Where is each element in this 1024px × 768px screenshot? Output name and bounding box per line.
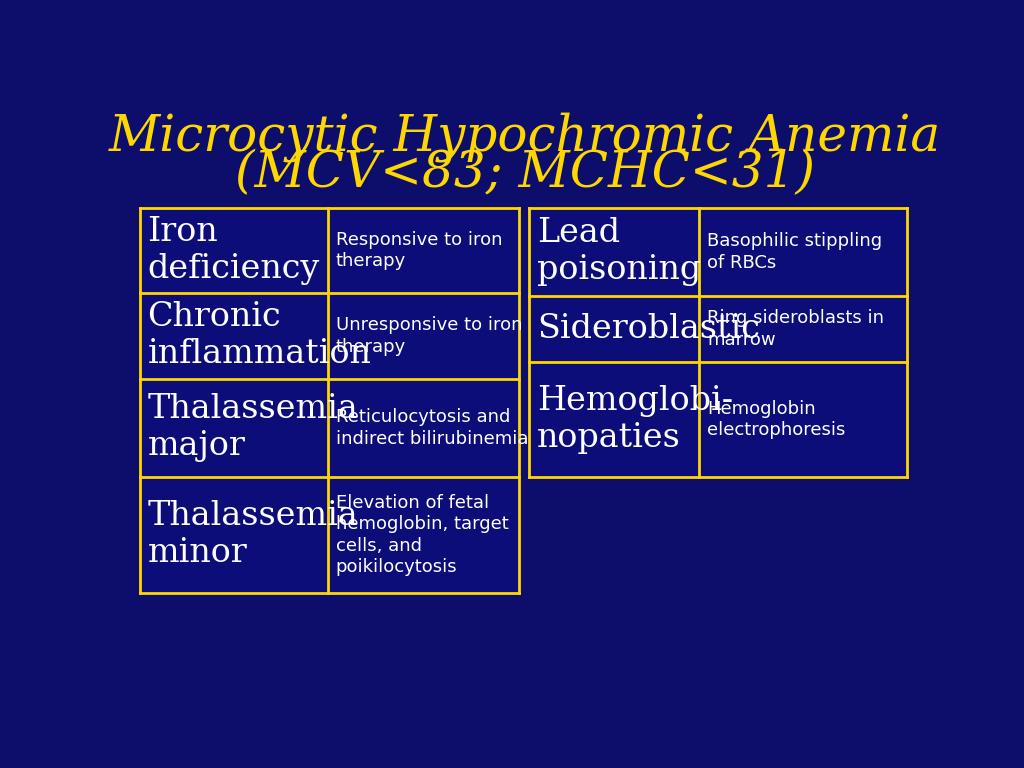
Text: Thalassemia
minor: Thalassemia minor xyxy=(147,501,358,569)
Bar xyxy=(139,293,328,379)
Bar xyxy=(328,207,519,293)
Text: Microcytic Hypochromic Anemia: Microcytic Hypochromic Anemia xyxy=(109,112,941,162)
Bar xyxy=(529,207,699,296)
Bar xyxy=(328,477,519,593)
Text: Chronic
inflammation: Chronic inflammation xyxy=(147,302,372,370)
Bar xyxy=(529,296,699,362)
Bar xyxy=(139,477,328,593)
Bar xyxy=(328,379,519,477)
Bar xyxy=(529,362,699,477)
Text: Unresponsive to iron
therapy: Unresponsive to iron therapy xyxy=(336,316,522,356)
Text: Lead
poisoning: Lead poisoning xyxy=(538,217,701,286)
Text: Hemoglobin
electrophoresis: Hemoglobin electrophoresis xyxy=(707,399,845,439)
Bar xyxy=(139,207,328,293)
Text: (MCV<83; MCHC<31): (MCV<83; MCHC<31) xyxy=(234,149,815,198)
Text: Elevation of fetal
hemoglobin, target
cells, and
poikilocytosis: Elevation of fetal hemoglobin, target ce… xyxy=(336,494,509,576)
Text: Hemoglobi-
nopaties: Hemoglobi- nopaties xyxy=(538,385,733,454)
Bar xyxy=(699,362,907,477)
Text: Sideroblastic: Sideroblastic xyxy=(538,313,760,345)
Text: Basophilic stippling
of RBCs: Basophilic stippling of RBCs xyxy=(707,232,882,272)
Text: Iron
deficiency: Iron deficiency xyxy=(147,216,319,285)
Text: Ring sideroblasts in
marrow: Ring sideroblasts in marrow xyxy=(707,310,884,349)
Bar xyxy=(699,296,907,362)
Bar xyxy=(328,293,519,379)
Bar xyxy=(139,379,328,477)
Bar xyxy=(699,207,907,296)
Text: Responsive to iron
therapy: Responsive to iron therapy xyxy=(336,230,502,270)
Text: Reticulocytosis and
indirect bilirubinemia: Reticulocytosis and indirect bilirubinem… xyxy=(336,409,528,448)
Text: Thalassemia
major: Thalassemia major xyxy=(147,393,358,462)
